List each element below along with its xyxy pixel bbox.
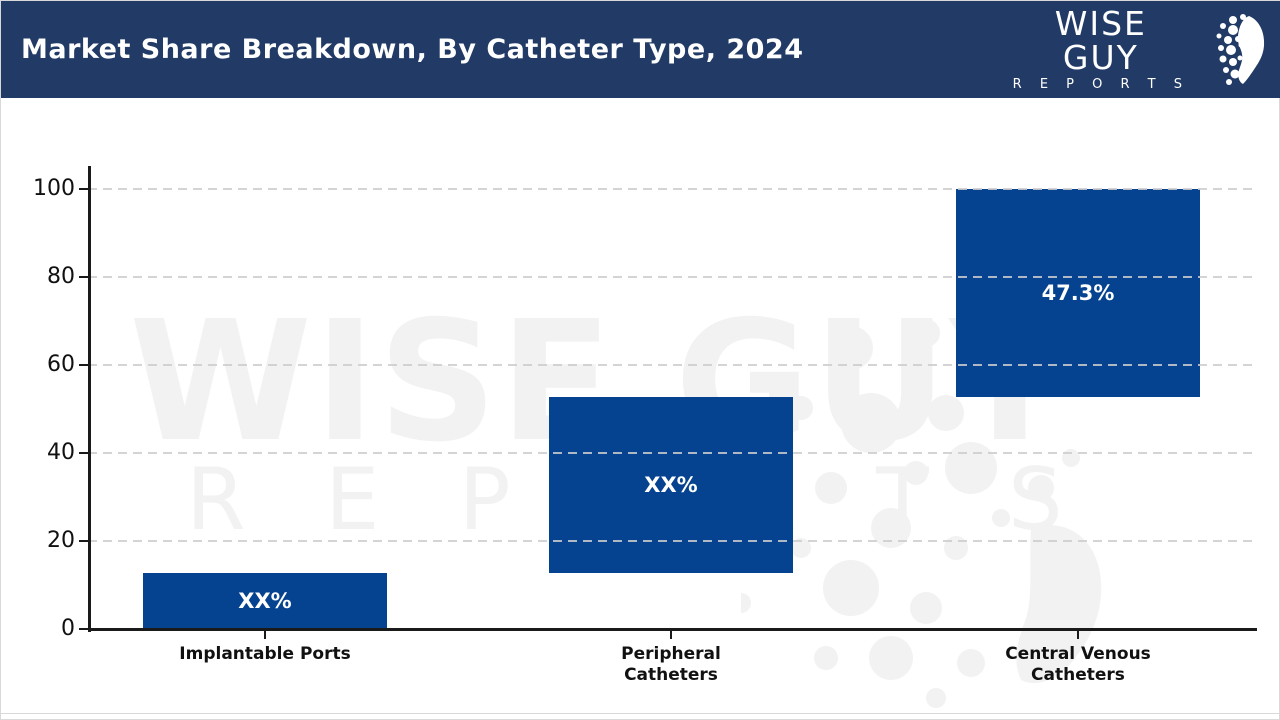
header-banner: Market Share Breakdown, By Catheter Type…	[1, 1, 1280, 98]
y-tick-label-40: 40	[47, 439, 75, 465]
bar-value-label-2: 47.3%	[1041, 280, 1115, 305]
x-tick-0	[264, 630, 266, 639]
y-tick-label-100: 100	[33, 175, 75, 201]
y-tick-20	[79, 539, 88, 542]
logo-face-dots-icon	[1216, 14, 1265, 85]
gridline-40	[88, 451, 1257, 454]
y-tick-100	[79, 187, 88, 190]
logo-wordmark: WISE GUY R E P O R T S	[1013, 7, 1189, 93]
gridline-100	[88, 187, 1257, 190]
watermark-face-dots	[741, 319, 1102, 708]
x-axis-line	[88, 627, 1257, 631]
y-tick-label-80: 80	[47, 263, 75, 289]
logo-name-text: WISE GUY	[1054, 4, 1147, 77]
y-tick-label-60: 60	[47, 351, 75, 377]
bar-0	[143, 572, 387, 629]
x-category-label-1: Peripheral Catheters	[621, 643, 721, 685]
page-title: Market Share Breakdown, By Catheter Type…	[21, 34, 804, 65]
y-tick-60	[79, 363, 88, 366]
logo-reports-text: R E P O R T S	[1012, 77, 1189, 92]
bar-2	[956, 188, 1200, 397]
wise-guy-reports-logo: WISE GUY R E P O R T S	[1013, 7, 1267, 92]
y-axis-line	[88, 166, 91, 632]
bar-value-label-1: XX%	[644, 472, 698, 497]
y-tick-40	[79, 451, 88, 454]
gridline-80	[88, 275, 1257, 278]
bar-1	[549, 396, 793, 573]
x-category-label-2: Central Venous Catheters	[1005, 643, 1151, 685]
x-tick-2	[1077, 630, 1079, 639]
x-tick-1	[670, 630, 672, 639]
gridline-20	[88, 539, 1257, 542]
bottom-divider	[1, 713, 1280, 714]
y-tick-0	[79, 627, 88, 630]
gridline-60	[88, 363, 1257, 366]
x-category-label-0: Implantable Ports	[179, 643, 351, 664]
y-tick-80	[79, 275, 88, 278]
y-tick-label-0: 0	[61, 615, 75, 641]
bar-value-label-0: XX%	[238, 588, 292, 613]
chart-canvas: WISE GUY R E P O R T S 020406080100XX%Im…	[1, 98, 1280, 715]
y-tick-label-20: 20	[47, 527, 75, 553]
